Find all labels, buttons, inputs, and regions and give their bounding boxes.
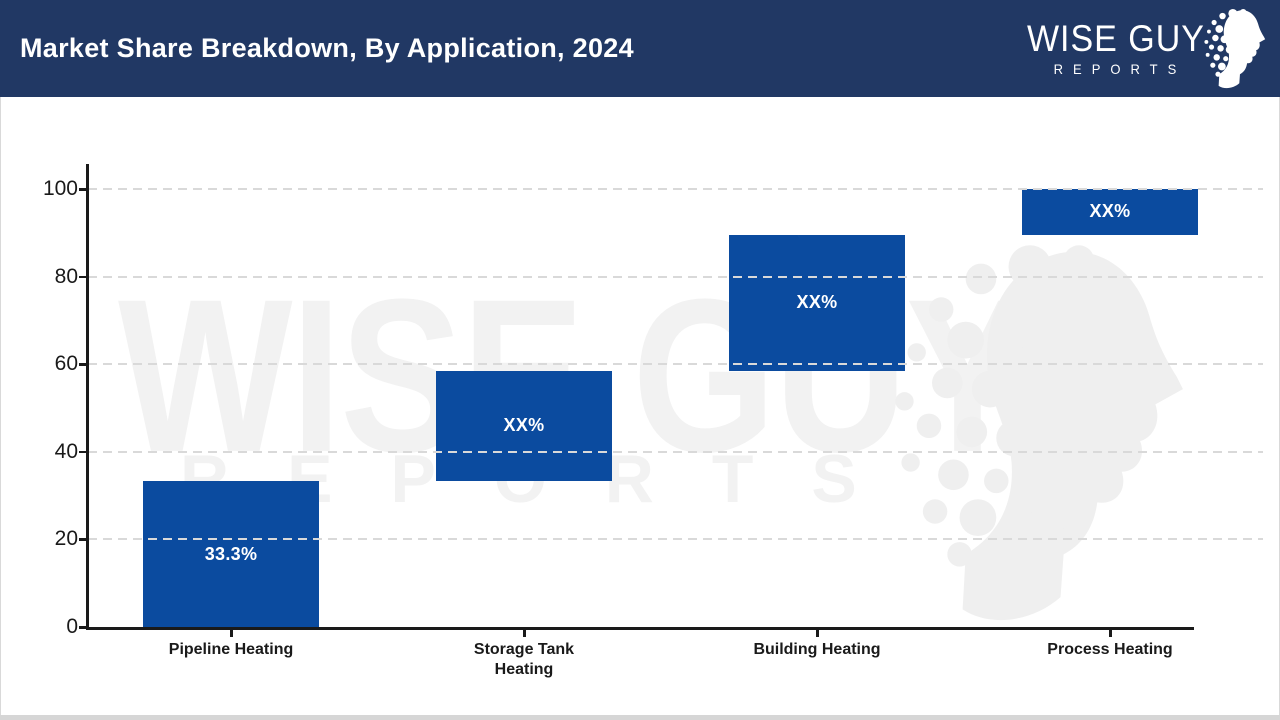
bar-value-label: XX% xyxy=(796,292,838,313)
x-axis-tick xyxy=(523,629,526,637)
y-tick-label: 80 xyxy=(54,264,78,288)
page-border-left xyxy=(0,97,1,720)
y-axis-tick xyxy=(79,275,87,279)
y-axis-tick xyxy=(79,538,87,541)
brand-logo: WISE GUY REPORTS xyxy=(1027,7,1280,91)
x-category-label: Building Heating xyxy=(753,641,881,658)
y-tick-label: 40 xyxy=(54,439,78,463)
y-axis-tick xyxy=(79,363,87,366)
y-tick-label: 100 xyxy=(42,177,78,200)
bar-value-label: XX% xyxy=(1089,201,1131,222)
y-axis-tick xyxy=(79,188,87,191)
y-tick-label: 0 xyxy=(66,615,78,638)
y-axis-tick xyxy=(79,626,87,629)
x-axis-line xyxy=(86,627,1194,630)
bar: 33.3% xyxy=(143,481,319,627)
page-title: Market Share Breakdown, By Application, … xyxy=(20,33,634,63)
bar: XX% xyxy=(436,370,612,482)
bar-value-label: 33.3% xyxy=(204,543,258,564)
bar: XX% xyxy=(1022,189,1198,235)
watermark-head-icon xyxy=(895,245,1183,621)
page-border-bottom xyxy=(0,715,1280,720)
bar-value-label: XX% xyxy=(503,415,545,436)
y-axis-line xyxy=(86,164,89,629)
x-axis-tick xyxy=(1109,629,1112,637)
x-axis-tick xyxy=(230,629,233,637)
brand-head-icon xyxy=(1204,8,1266,88)
brand-subtext: REPORTS xyxy=(1053,60,1187,78)
bar: XX% xyxy=(729,234,905,371)
header-bar: Market Share Breakdown, By Application, … xyxy=(0,0,1280,97)
x-axis-tick xyxy=(816,629,819,637)
x-category-label: Process Heating xyxy=(1047,641,1173,658)
gridline xyxy=(88,188,1263,190)
brand-wordmark: WISE GUY xyxy=(1026,18,1205,60)
y-axis-tick xyxy=(79,450,87,454)
y-tick-label: 20 xyxy=(54,527,78,551)
x-category-label: Storage Tank Heating xyxy=(473,641,575,678)
x-category-label: Pipeline Heating xyxy=(168,641,294,658)
gridline xyxy=(88,450,1263,453)
y-tick-label: 60 xyxy=(54,352,78,376)
gridline xyxy=(88,363,1263,366)
gridline xyxy=(88,275,1263,278)
gridline xyxy=(88,538,1263,541)
